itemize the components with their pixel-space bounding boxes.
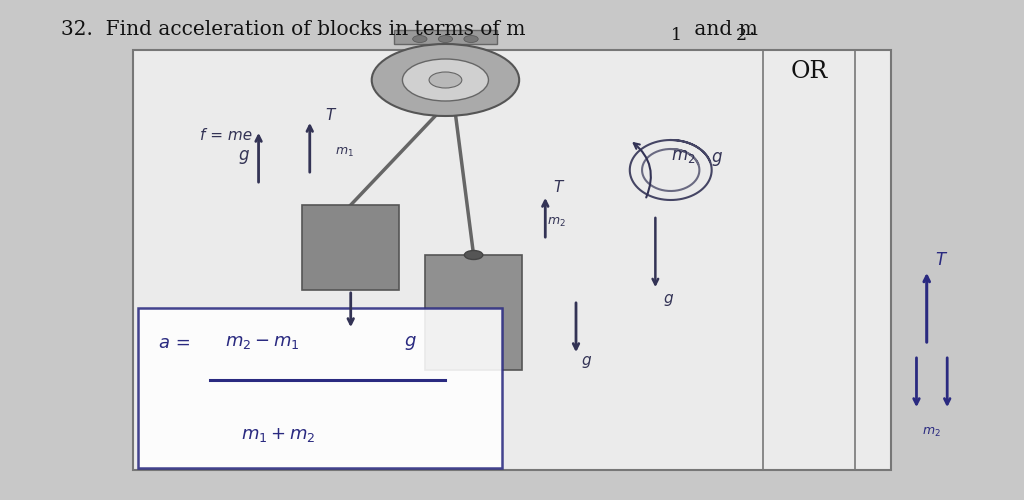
Text: $m_1$: $m_1$: [335, 146, 354, 159]
Circle shape: [402, 59, 488, 101]
Circle shape: [429, 72, 462, 88]
Text: a =: a =: [159, 334, 190, 351]
Text: T: T: [553, 180, 563, 196]
Text: $m_1 + m_2$: $m_1 + m_2$: [241, 426, 315, 444]
Bar: [394, 30, 497, 44]
Text: T: T: [935, 251, 945, 269]
Text: $m_2 - m_1$: $m_2 - m_1$: [225, 333, 300, 351]
Bar: [138, 308, 502, 468]
Text: and m: and m: [688, 20, 758, 39]
Bar: [425, 255, 522, 370]
Text: $m_2$: $m_2$: [547, 216, 566, 229]
Text: 32.  Find acceleration of blocks in terms of m: 32. Find acceleration of blocks in terms…: [61, 20, 526, 39]
Text: g: g: [238, 146, 249, 164]
Text: OR: OR: [791, 60, 827, 83]
Text: 1: 1: [671, 28, 682, 44]
Text: g: g: [404, 332, 416, 350]
Text: g: g: [582, 353, 591, 368]
Circle shape: [464, 250, 483, 260]
Text: $m_2$: $m_2$: [922, 426, 940, 439]
Bar: [133, 50, 891, 470]
Text: g: g: [664, 290, 673, 306]
Text: f = me: f = me: [200, 128, 252, 143]
Text: $m_2$: $m_2$: [671, 147, 695, 165]
Text: .: .: [749, 20, 755, 39]
Text: 2: 2: [736, 28, 748, 44]
Circle shape: [372, 44, 519, 116]
Circle shape: [438, 36, 453, 43]
Bar: [302, 205, 399, 290]
Text: g: g: [712, 148, 722, 166]
Circle shape: [464, 36, 478, 43]
Circle shape: [413, 36, 427, 43]
Text: T: T: [325, 108, 335, 123]
